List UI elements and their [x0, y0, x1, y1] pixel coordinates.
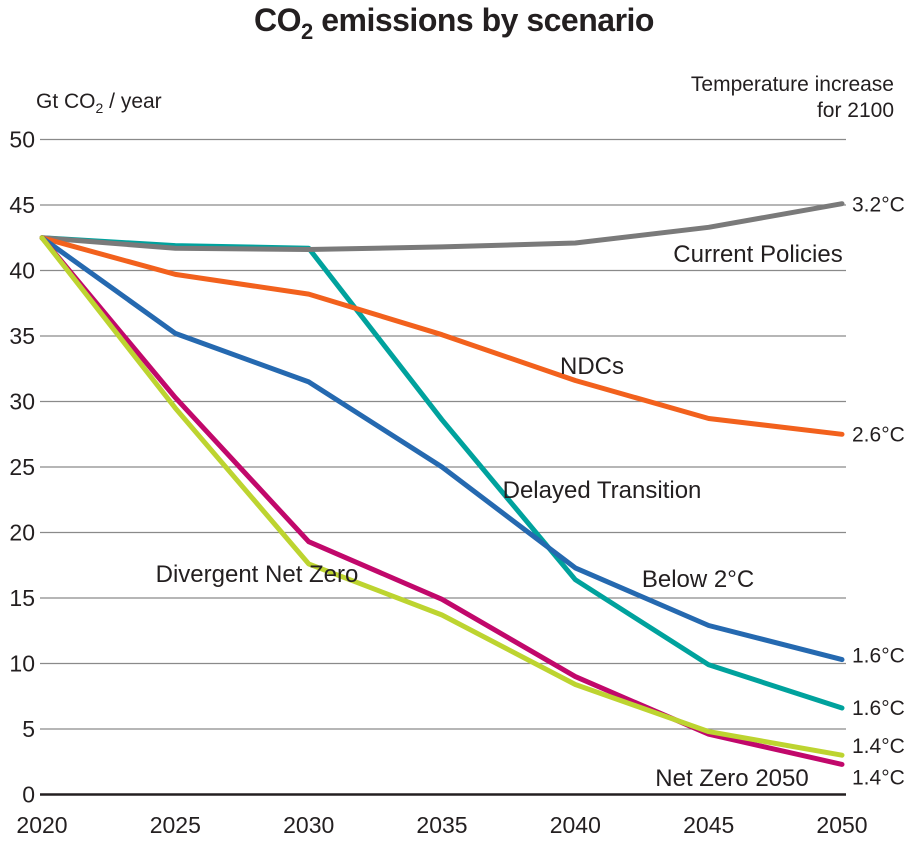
temp-label-current-policies: 3.2°C	[852, 194, 905, 217]
y-tick-label-35: 35	[9, 323, 35, 349]
x-tick-label-2030: 2030	[283, 812, 334, 838]
right-axis-label: Temperature increase for 2100	[691, 72, 894, 125]
series-label-delayed-transition: Delayed Transition	[503, 477, 702, 504]
temp-label-net-zero-2050: 1.4°C	[852, 766, 905, 789]
x-tick-label-2045: 2045	[683, 812, 734, 838]
series-label-ndcs: NDCs	[560, 353, 624, 380]
right-axis-label-line2: for 2100	[816, 99, 894, 123]
series-line-divergent-net-zero	[39, 235, 845, 758]
chart-title-post: emissions by scenario	[312, 2, 654, 38]
y-tick-label-40: 40	[9, 258, 35, 284]
x-tick-label-2050: 2050	[816, 812, 867, 838]
series-line-ndcs	[39, 235, 845, 437]
series-line-current-policies	[39, 201, 845, 252]
y-axis-unit-label: Gt CO2 / year	[36, 90, 162, 116]
y-tick-label-0: 0	[22, 782, 35, 808]
chart-title-pre: CO	[254, 2, 302, 38]
y-tick-label-20: 20	[9, 520, 35, 546]
x-tick-label-2025: 2025	[150, 812, 201, 838]
y-tick-label-50: 50	[9, 127, 35, 153]
series-label-below-2-c: Below 2°C	[642, 566, 754, 593]
y-tick-label-25: 25	[9, 454, 35, 480]
series-line-net-zero-2050	[39, 235, 845, 767]
right-axis-label-line1: Temperature increase	[690, 73, 894, 96]
series-label-current-policies: Current Policies	[673, 241, 842, 268]
temp-label-delayed-transition: 1.6°C	[852, 697, 905, 720]
y-tick-label-15: 15	[9, 585, 35, 611]
y-axis-unit-post: / year	[103, 90, 162, 113]
y-axis-unit-subscript: 2	[95, 100, 104, 116]
y-tick-label-45: 45	[9, 192, 35, 218]
chart-title: CO2 emissions by scenario	[0, 2, 908, 44]
y-tick-label-30: 30	[9, 389, 35, 415]
y-tick-label-5: 5	[22, 716, 35, 742]
chart-title-subscript: 2	[301, 19, 313, 44]
series-line-below-2-c	[39, 235, 845, 663]
series-label-divergent-net-zero: Divergent Net Zero	[156, 561, 359, 588]
temp-label-below-2-c: 1.6°C	[852, 645, 905, 668]
x-tick-label-2040: 2040	[550, 812, 601, 838]
series-label-net-zero-2050: Net Zero 2050	[655, 765, 808, 792]
temp-label-ndcs: 2.6°C	[852, 423, 905, 446]
y-tick-label-10: 10	[9, 651, 35, 677]
series-line-delayed-transition	[39, 235, 845, 711]
y-axis-unit-pre: Gt CO	[36, 90, 96, 113]
x-tick-label-2035: 2035	[416, 812, 467, 838]
x-tick-label-2020: 2020	[16, 812, 67, 838]
temp-label-divergent-net-zero: 1.4°C	[852, 735, 905, 758]
